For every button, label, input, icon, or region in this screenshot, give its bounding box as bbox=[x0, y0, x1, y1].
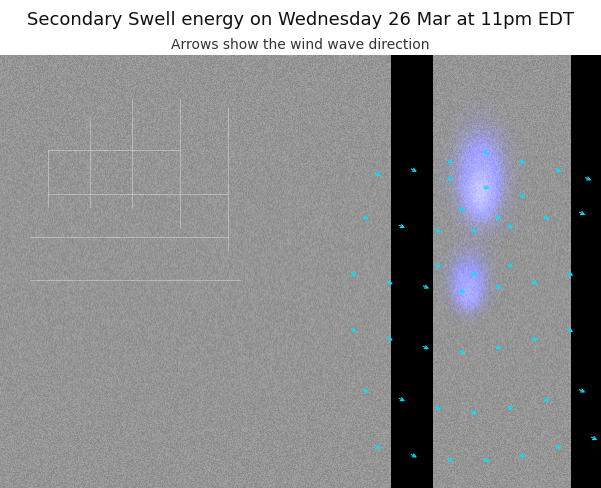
Text: Secondary Swell energy on Wednesday 26 Mar at 11pm EDT: Secondary Swell energy on Wednesday 26 M… bbox=[27, 11, 574, 29]
Text: Arrows show the wind wave direction: Arrows show the wind wave direction bbox=[171, 38, 430, 52]
